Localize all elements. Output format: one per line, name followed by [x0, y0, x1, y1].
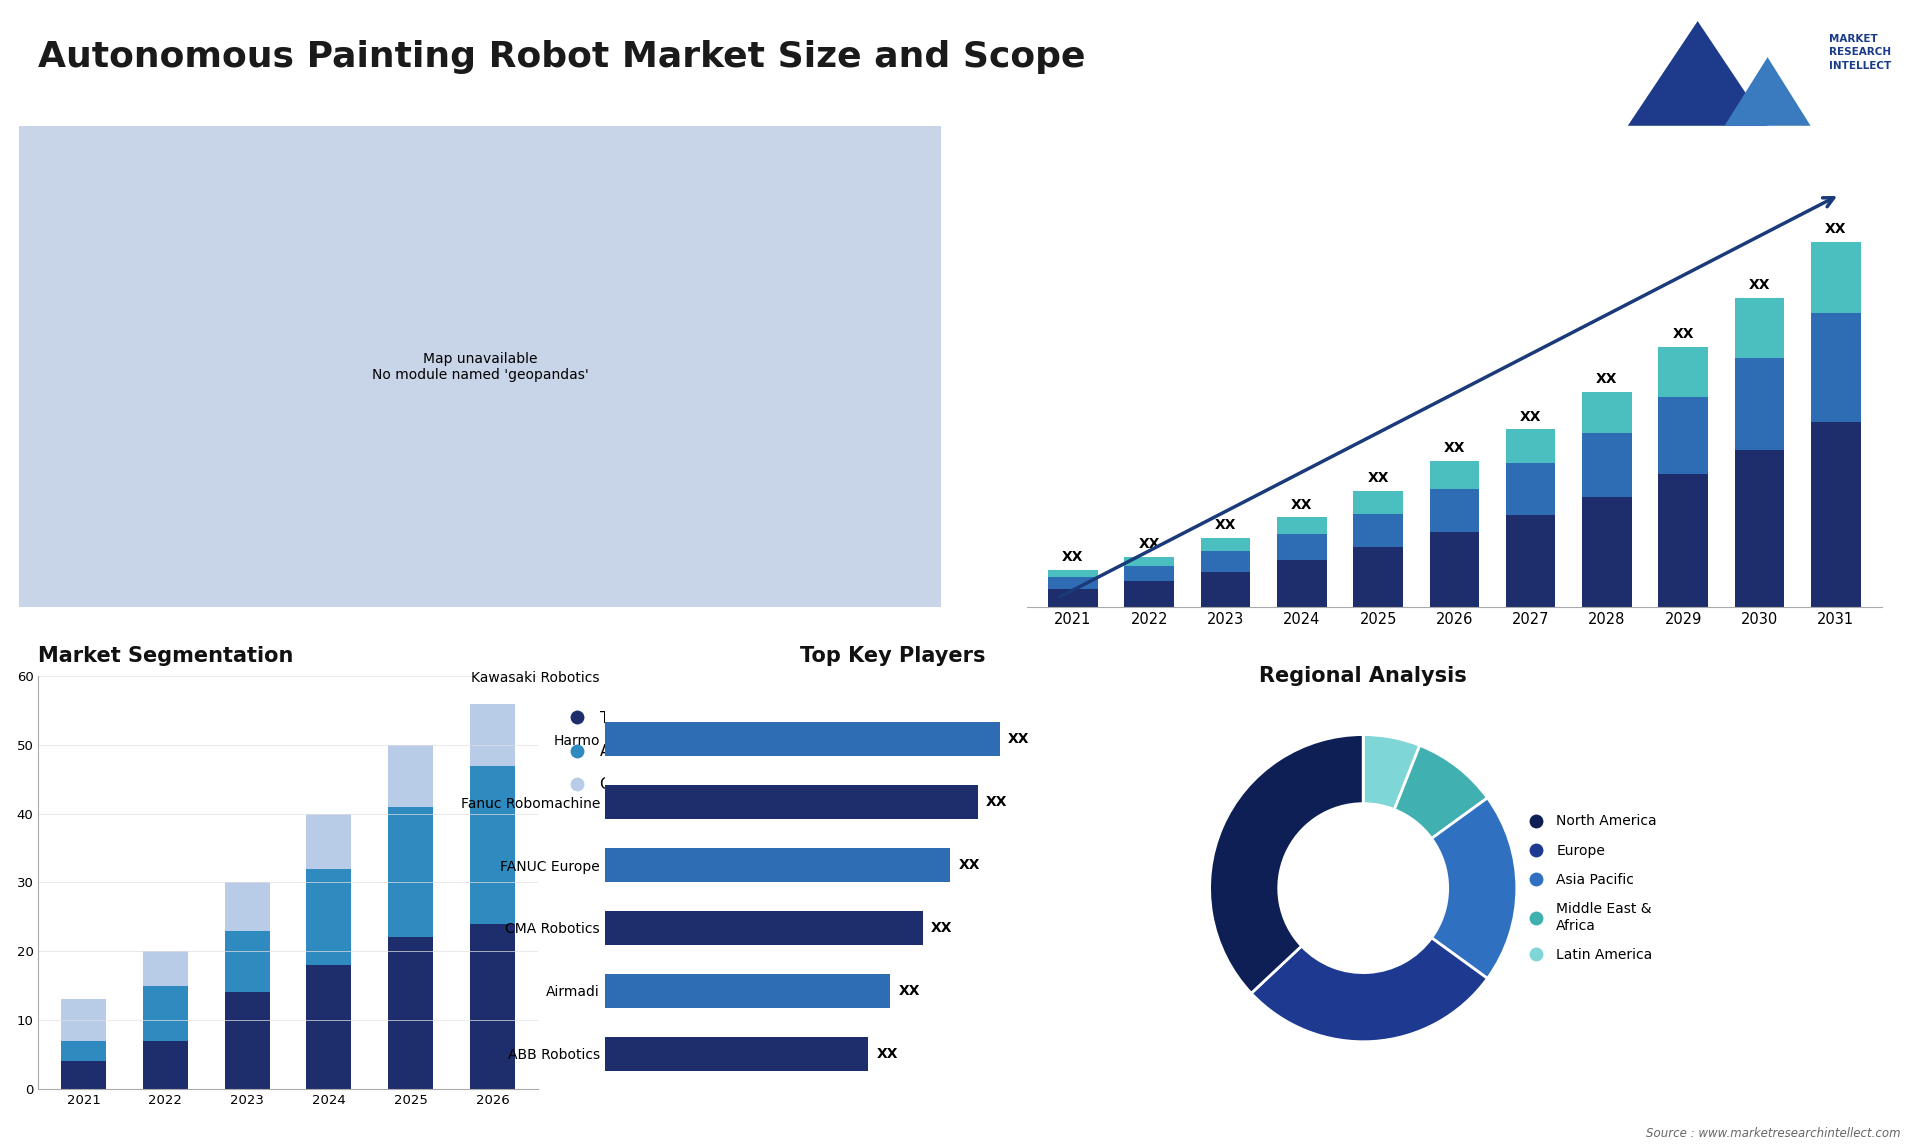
Bar	[142, 951, 188, 986]
Bar	[1811, 313, 1860, 422]
Bar	[142, 986, 188, 1041]
Bar	[1125, 581, 1173, 607]
Bar	[307, 814, 351, 869]
Bar	[1505, 516, 1555, 607]
Text: XX: XX	[1672, 327, 1693, 342]
Bar	[1736, 449, 1784, 607]
Bar	[1430, 461, 1478, 489]
Bar	[1659, 398, 1709, 474]
Wedge shape	[1432, 798, 1517, 979]
Text: XX: XX	[931, 921, 952, 935]
Bar	[1430, 489, 1478, 533]
Wedge shape	[1210, 735, 1363, 994]
Text: MARKET
RESEARCH
INTELLECT: MARKET RESEARCH INTELLECT	[1830, 34, 1891, 71]
Bar	[388, 937, 434, 1089]
Bar	[61, 1041, 106, 1061]
Polygon shape	[1628, 21, 1768, 126]
Bar	[388, 745, 434, 807]
Polygon shape	[1724, 57, 1811, 126]
Bar	[1430, 533, 1478, 607]
Bar	[1582, 433, 1632, 496]
Wedge shape	[1252, 937, 1488, 1042]
Title: Regional Analysis: Regional Analysis	[1260, 666, 1467, 686]
Bar	[1736, 358, 1784, 449]
Bar	[1659, 346, 1709, 398]
Bar	[142, 1041, 188, 1089]
Bar	[1582, 496, 1632, 607]
Bar	[1354, 492, 1404, 513]
Wedge shape	[1363, 735, 1419, 809]
Text: XX: XX	[1215, 518, 1236, 533]
Text: XX: XX	[1008, 732, 1029, 746]
Bar	[1200, 537, 1250, 551]
Bar	[605, 785, 977, 819]
Bar	[1354, 548, 1404, 607]
Wedge shape	[1394, 745, 1488, 839]
Text: XX: XX	[1749, 278, 1770, 292]
Bar	[1125, 566, 1173, 581]
Bar	[1659, 474, 1709, 607]
Bar	[1277, 560, 1327, 607]
Bar	[605, 911, 924, 945]
Bar	[1200, 572, 1250, 607]
Legend: North America, Europe, Asia Pacific, Middle East &
Africa, Latin America: North America, Europe, Asia Pacific, Mid…	[1517, 809, 1663, 967]
Text: XX: XX	[1139, 537, 1160, 551]
Bar	[1505, 463, 1555, 516]
Bar	[1811, 242, 1860, 313]
Bar	[1505, 429, 1555, 463]
Bar	[1736, 298, 1784, 358]
Bar	[470, 924, 515, 1089]
Bar	[1582, 392, 1632, 433]
Text: XX: XX	[1290, 497, 1313, 512]
Text: XX: XX	[1596, 372, 1619, 386]
Bar	[470, 704, 515, 766]
Bar	[1277, 517, 1327, 534]
Legend: Type, Application, Geography: Type, Application, Geography	[555, 705, 691, 799]
Text: XX: XX	[958, 858, 979, 872]
Bar	[61, 999, 106, 1041]
Bar	[1125, 557, 1173, 566]
Bar	[1048, 589, 1098, 607]
Bar	[1048, 570, 1098, 578]
Text: Map unavailable
No module named 'geopandas': Map unavailable No module named 'geopand…	[372, 352, 588, 382]
Text: XX: XX	[1444, 441, 1465, 455]
Bar	[1200, 551, 1250, 572]
Text: XX: XX	[876, 1047, 899, 1061]
Bar	[605, 974, 891, 1008]
Bar	[307, 965, 351, 1089]
Text: XX: XX	[1367, 471, 1388, 486]
Bar	[1277, 534, 1327, 560]
Text: XX: XX	[899, 984, 920, 998]
Bar	[1811, 422, 1860, 607]
Title: Top Key Players: Top Key Players	[801, 646, 985, 666]
Bar	[605, 1037, 868, 1072]
Bar	[225, 931, 269, 992]
Text: XX: XX	[1062, 550, 1083, 564]
Text: XX: XX	[987, 795, 1008, 809]
Bar	[61, 1061, 106, 1089]
Text: Autonomous Painting Robot Market Size and Scope: Autonomous Painting Robot Market Size an…	[38, 40, 1087, 74]
Text: Market Segmentation: Market Segmentation	[38, 646, 294, 666]
Bar	[1048, 578, 1098, 589]
Bar	[307, 869, 351, 965]
Text: XX: XX	[1521, 409, 1542, 424]
Bar	[605, 722, 1000, 756]
Bar	[1354, 513, 1404, 548]
Text: Source : www.marketresearchintellect.com: Source : www.marketresearchintellect.com	[1645, 1128, 1901, 1140]
Bar	[388, 807, 434, 937]
Text: XX: XX	[1826, 222, 1847, 236]
Bar	[605, 848, 950, 882]
Bar	[225, 882, 269, 931]
Bar	[470, 766, 515, 924]
Bar	[225, 992, 269, 1089]
